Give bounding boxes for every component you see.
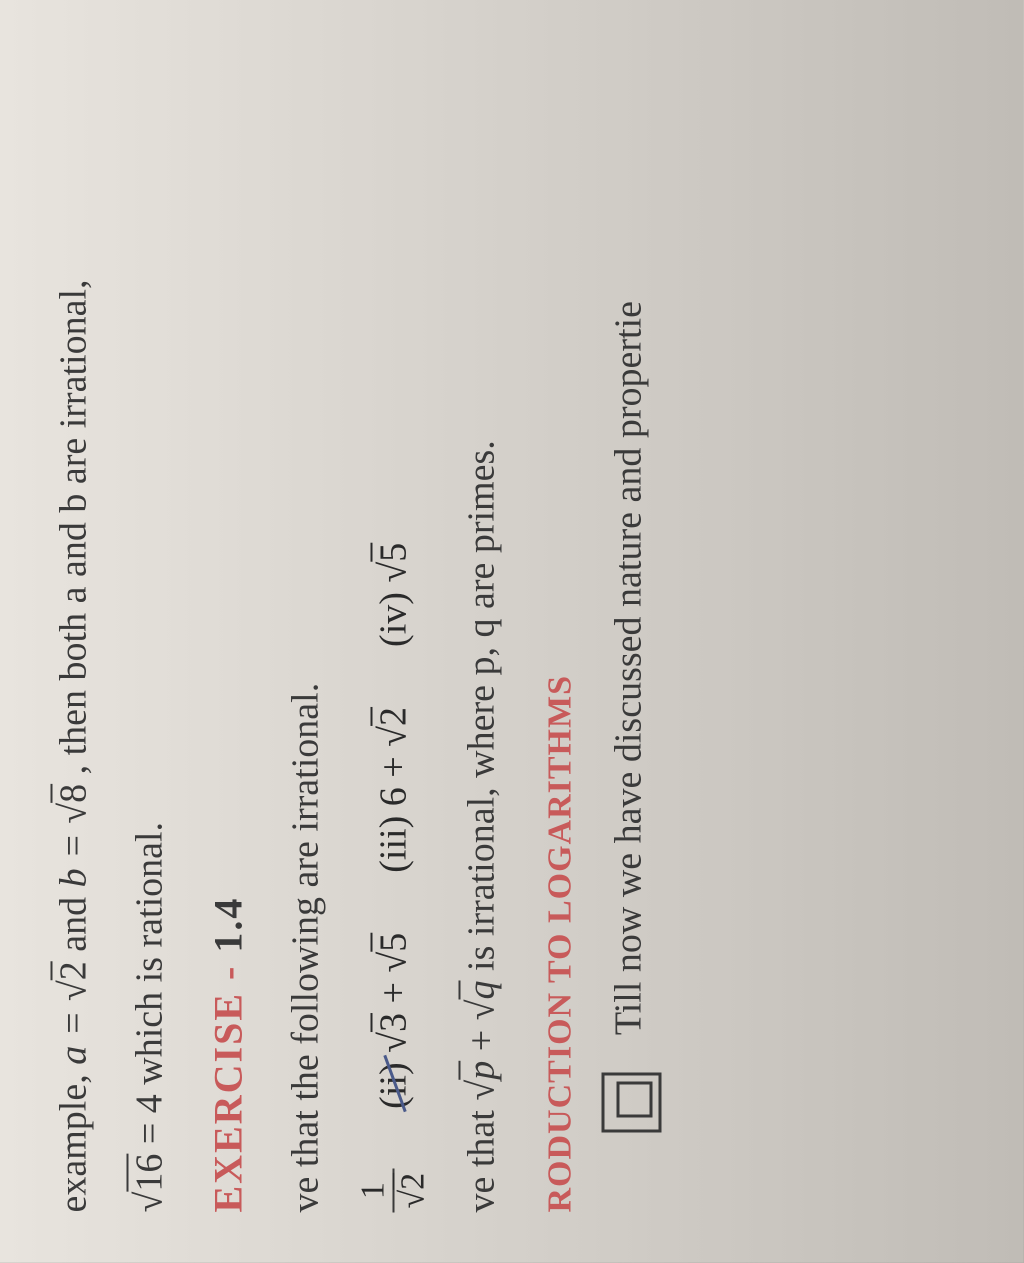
prove-pq-suffix: is irrational, where p, q are primes. [461, 440, 503, 971]
fraction-denominator: 2 [395, 1169, 433, 1213]
section-text: RODUCTION TO LOGARITHMS [541, 675, 578, 1213]
sqrt-p: p [448, 1061, 516, 1101]
item-iv: (iv) 5 [372, 543, 416, 647]
exercise-header: EXERCISE - 1.4 [204, 50, 251, 1213]
b-equals: b = [53, 824, 95, 888]
exercise-label: EXERCISE - [205, 953, 250, 1213]
eq-4-rational: = 4 which is rational. [129, 822, 171, 1144]
sqrt-q: q [448, 980, 516, 1020]
item-iii-label: (iii) [373, 806, 415, 872]
and-text: and [53, 887, 95, 951]
exercise-number: 1.4 [205, 897, 250, 953]
prove-pq-line: ve that p + q is irrational, where p, q … [448, 50, 516, 1213]
plus-sign: + [373, 973, 415, 1004]
item-iv-label: (iv) [373, 583, 415, 647]
a-equals: a = [53, 1001, 95, 1065]
fraction-numerator: 1 [355, 1169, 395, 1213]
example-suffix: , then both a and b are irrational, [53, 280, 95, 775]
item-ii: (ii) 3 + 5 [372, 933, 416, 1109]
fraction-1-over-sqrt2: 1 2 [355, 1169, 433, 1213]
prove-text: ve that the following are irrational. [284, 683, 326, 1213]
prove-irrational-line: ve that the following are irrational. [271, 50, 339, 1213]
plus-pq: + [461, 1020, 503, 1051]
till-now-text: Till now we have discussed nature and pr… [607, 301, 649, 1035]
sqrt-5: 5 [372, 933, 416, 973]
sqrt-3: 3 [372, 1013, 416, 1053]
prove-pq-prefix: ve that [461, 1101, 503, 1213]
item-iii: (iii) 6 + 2 [372, 707, 416, 873]
example-line: example, a = 2 and b = 8 , then both a a… [40, 50, 108, 1213]
sqrt-5-b: 5 [372, 543, 416, 583]
six-plus: 6 + [373, 747, 415, 806]
sqrt-16: 16 [116, 1154, 184, 1213]
qr-icon [601, 1073, 661, 1133]
exercise-items-row: 1 2 (ii) 3 + 5 (iii) 6 + 2 (iv) 5 [355, 50, 433, 1213]
section-logarithms: RODUCTION TO LOGARITHMS [541, 50, 579, 1213]
sqrt16-line: 16 = 4 which is rational. [116, 50, 184, 1213]
sqrt-8: 8 [40, 784, 108, 824]
sqrt-2-b: 2 [372, 707, 416, 747]
example-prefix: example, [53, 1065, 95, 1213]
item-ii-label: (ii) [373, 1053, 415, 1109]
textbook-page: example, a = 2 and b = 8 , then both a a… [0, 0, 1024, 1263]
sqrt-2: 2 [40, 961, 108, 1001]
till-now-line: Till now we have discussed nature and pr… [594, 50, 662, 1133]
